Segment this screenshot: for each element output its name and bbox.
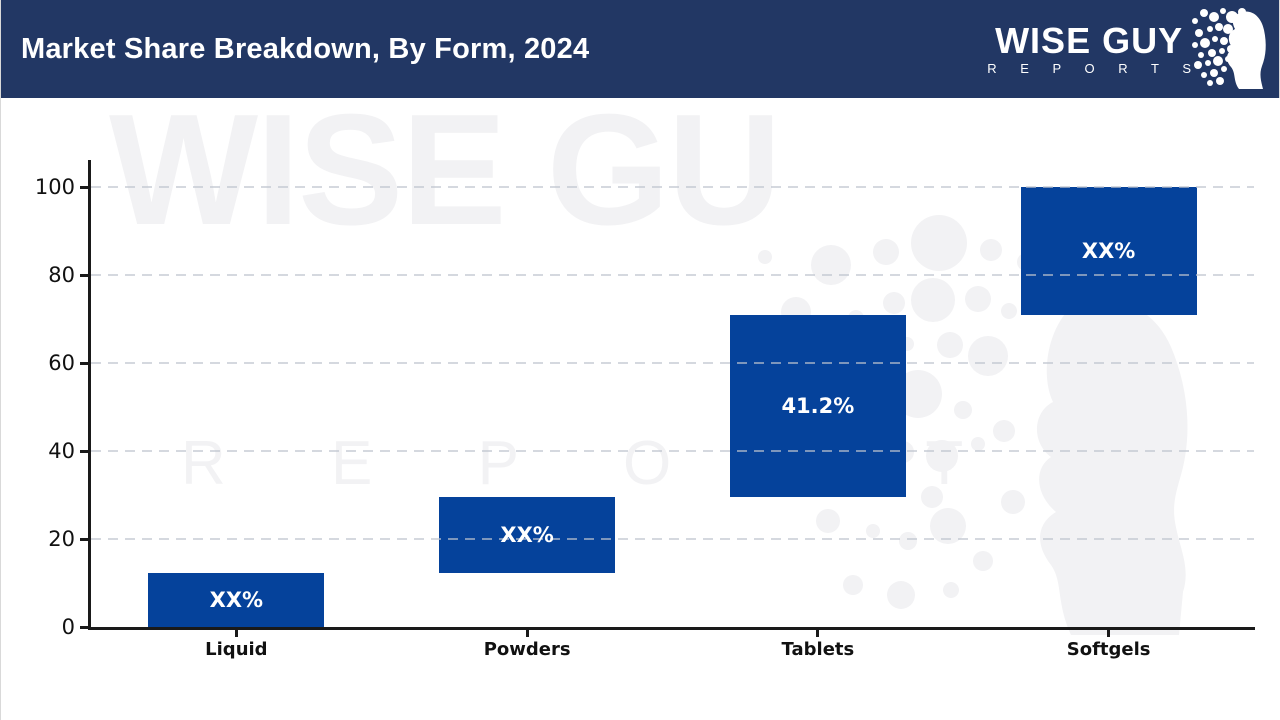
x-tick-mark [816,630,820,637]
y-tick-mark [80,185,90,189]
x-axis-label-powders: Powders [483,639,571,660]
x-axis-label-liquid: Liquid [205,639,268,660]
x-axis-label-tablets: Tablets [781,639,855,660]
bar-value-label: XX% [500,522,554,547]
x-axis-label-softgels: Softgels [1066,639,1151,660]
brand-name: WISE GUY [995,20,1184,61]
bar-softgels [1020,187,1197,316]
bar-value-label: 41.2% [781,394,855,419]
bar-liquid [148,572,325,627]
x-axis-line [88,627,1255,630]
y-tick-mark [80,625,90,629]
gridline-100 [91,186,1254,188]
page-title: Market Share Breakdown, By Form, 2024 [21,32,590,65]
y-tick-mark [80,361,90,365]
y-tick-mark [80,449,90,453]
chart-area: WISE GU R E P O R T S XX% Liquid X [1,82,1280,720]
y-tick-mark [80,537,90,541]
y-tick-label: 100 [34,175,75,199]
x-tick-mark [525,630,529,637]
bar-powders [439,496,616,573]
brand-face-icon [1192,8,1266,89]
x-tick-mark [1107,630,1111,637]
watermark-text: WISE GU [109,82,782,258]
x-tick-mark [234,630,238,637]
header: Market Share Breakdown, By Form, 2024 WI… [1,0,1279,98]
bar-value-label: XX% [209,587,264,612]
bar-value-label: XX% [1081,239,1136,264]
y-tick-label: 40 [48,439,75,463]
brand-reports-label: R E P O R T S [987,61,1201,76]
gridline-40 [91,450,1254,452]
y-tick-label: 80 [48,263,75,287]
y-tick-mark [80,273,90,277]
y-axis-line [88,160,91,630]
bar-tablets [729,315,906,497]
brand-logo: WISE GUY R E P O R T S [977,0,1271,98]
gridline-80 [91,274,1254,276]
y-tick-label: 20 [48,527,75,551]
y-tick-label: 60 [48,351,75,375]
gridline-60 [91,362,1254,364]
gridline-20 [91,538,1254,540]
y-tick-label: 0 [61,615,75,639]
